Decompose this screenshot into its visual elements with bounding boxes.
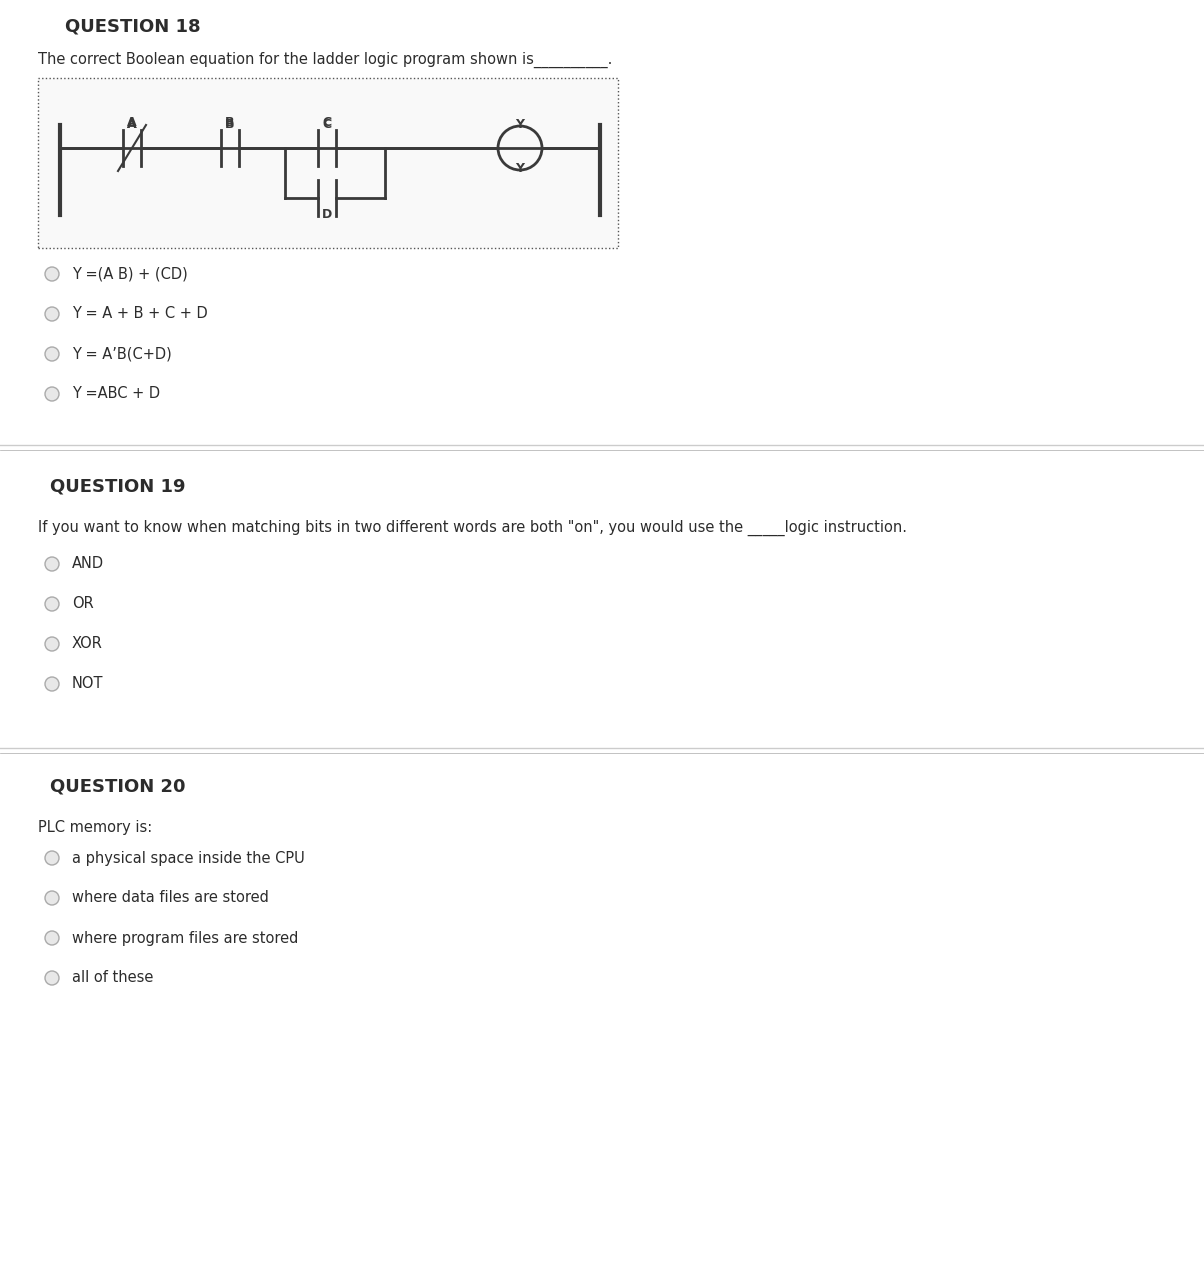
Circle shape [45, 931, 59, 945]
Text: B: B [225, 118, 235, 131]
Text: all of these: all of these [72, 970, 153, 986]
Bar [39, 78, 618, 248]
Circle shape [45, 891, 59, 905]
Text: AND: AND [72, 557, 104, 571]
Text: Y = A’B(C+D): Y = A’B(C+D) [72, 347, 172, 361]
Circle shape [45, 307, 59, 321]
Text: A: A [128, 118, 137, 131]
Circle shape [45, 972, 59, 986]
Text: Y =(A B) + (CD): Y =(A B) + (CD) [72, 266, 188, 282]
Text: NOT: NOT [72, 677, 104, 691]
Text: Y: Y [515, 118, 525, 131]
Text: Y: Y [515, 163, 525, 175]
Text: QUESTION 18: QUESTION 18 [65, 18, 201, 36]
Text: If you want to know when matching bits in two different words are both "on", you: If you want to know when matching bits i… [39, 520, 907, 536]
Text: D: D [321, 207, 332, 221]
Text: The correct Boolean equation for the ladder logic program shown is__________.: The correct Boolean equation for the lad… [39, 52, 613, 68]
Text: QUESTION 19: QUESTION 19 [51, 477, 185, 495]
Text: a physical space inside the CPU: a physical space inside the CPU [72, 850, 305, 865]
Circle shape [45, 557, 59, 571]
Text: Y = A + B + C + D: Y = A + B + C + D [72, 306, 208, 321]
Text: C: C [323, 118, 331, 131]
Circle shape [45, 637, 59, 652]
Text: Y =ABC + D: Y =ABC + D [72, 387, 160, 402]
Text: where data files are stored: where data files are stored [72, 891, 268, 905]
Text: PLC memory is:: PLC memory is: [39, 820, 152, 835]
Text: XOR: XOR [72, 636, 102, 652]
Text: A: A [128, 116, 137, 129]
Circle shape [45, 851, 59, 865]
Circle shape [45, 347, 59, 361]
Circle shape [45, 677, 59, 691]
Text: where program files are stored: where program files are stored [72, 931, 299, 946]
Text: QUESTION 20: QUESTION 20 [51, 778, 185, 796]
Text: C: C [323, 116, 331, 129]
Circle shape [45, 387, 59, 401]
Circle shape [45, 268, 59, 282]
Text: OR: OR [72, 596, 94, 612]
Text: A: A [128, 118, 137, 131]
Text: B: B [225, 116, 235, 129]
Circle shape [45, 596, 59, 611]
